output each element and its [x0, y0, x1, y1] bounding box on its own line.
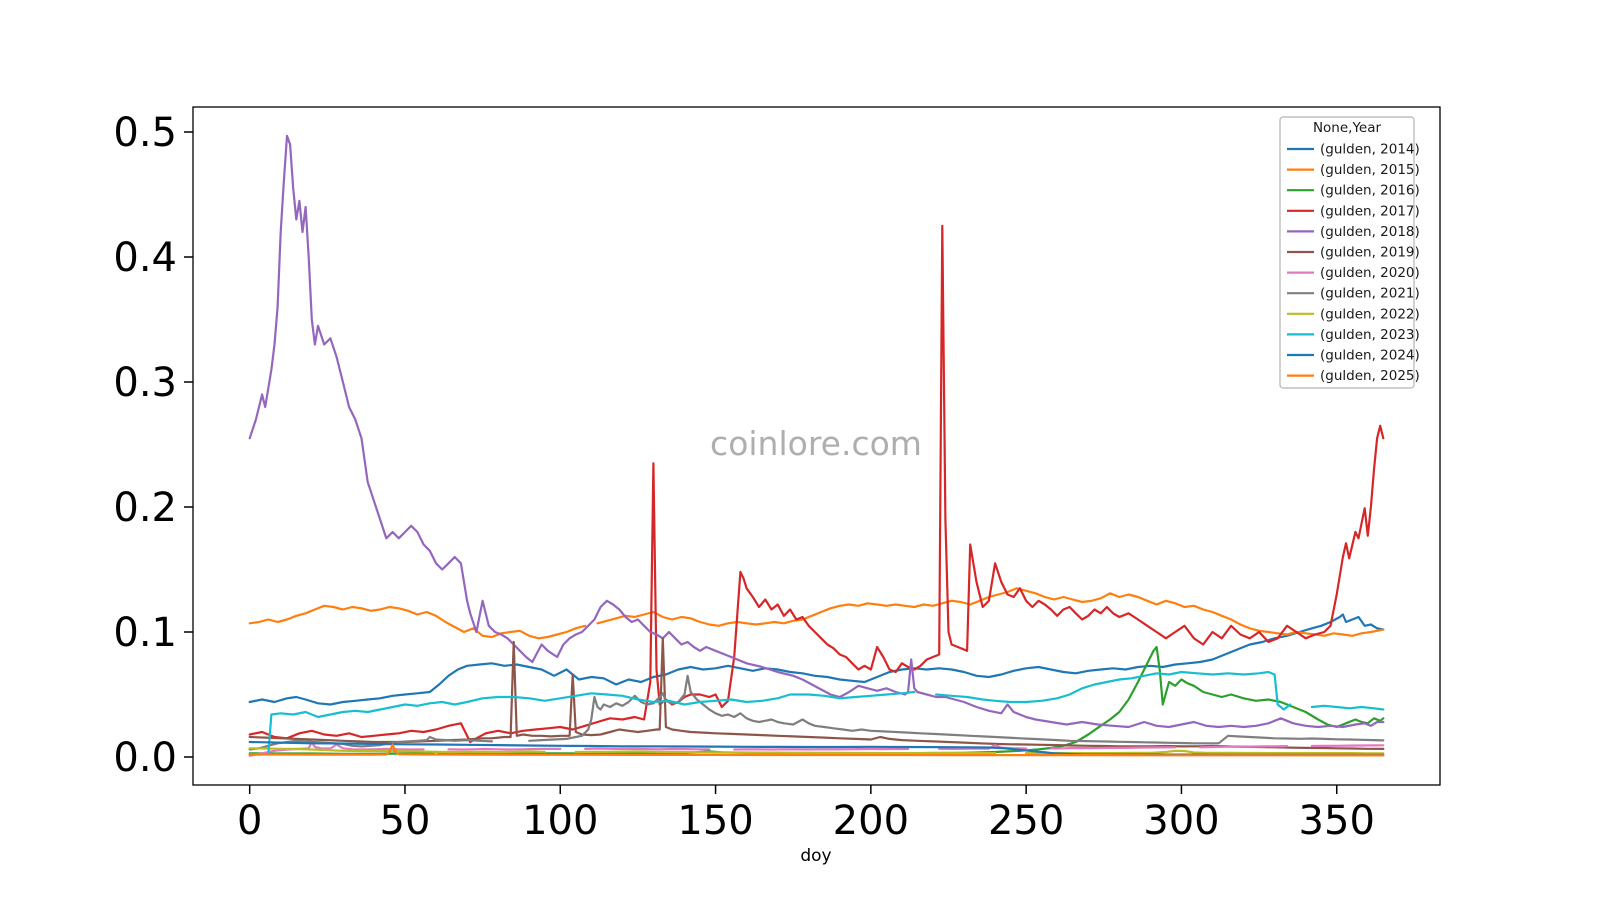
legend-box [1279, 116, 1415, 389]
legend-title: None,Year [1313, 120, 1382, 136]
y-tick-label: 0.5 [113, 110, 177, 156]
series-lines [248, 134, 1385, 757]
legend-label-2019: (gulden, 2019) [1320, 245, 1420, 261]
x-tick-label: 350 [1299, 798, 1375, 844]
legend-label-2022: (gulden, 2022) [1320, 306, 1420, 322]
series-line-2022 [248, 747, 1385, 755]
legend-label-2016: (gulden, 2016) [1320, 183, 1420, 199]
x-tick-label: 0 [237, 798, 262, 844]
x-tick-label: 150 [677, 798, 753, 844]
series-line-2015 [248, 587, 1385, 640]
y-tick-label: 0.0 [113, 735, 177, 781]
legend-label-2021: (gulden, 2021) [1320, 286, 1420, 302]
y-tick-label: 0.3 [113, 360, 177, 406]
x-tick-label: 200 [833, 798, 909, 844]
x-axis: 0 50 100 150 200 250 300 350 [237, 785, 1375, 844]
legend-label-2025: (gulden, 2025) [1320, 368, 1420, 384]
x-axis-label: doy [800, 846, 831, 866]
legend-label-2024: (gulden, 2024) [1320, 348, 1420, 364]
x-tick-label: 250 [988, 798, 1064, 844]
x-tick-label: 300 [1143, 798, 1219, 844]
series-line-2017 [248, 224, 1385, 744]
x-tick-label: 50 [380, 798, 431, 844]
y-tick-label: 0.4 [113, 235, 177, 281]
legend-label-2020: (gulden, 2020) [1320, 265, 1420, 281]
series-line-2019 [248, 637, 1385, 750]
legend: None,Year (gulden, 2014) (gulden, 2015) (gu… [1279, 116, 1420, 389]
plot-border [192, 106, 1441, 786]
watermark: coinlore.com [710, 424, 922, 463]
legend-label-2018: (gulden, 2018) [1320, 224, 1420, 240]
legend-label-2014: (gulden, 2014) [1320, 142, 1420, 158]
legend-label-2015: (gulden, 2015) [1320, 162, 1420, 178]
series-line-2014 [248, 613, 1385, 706]
series-line-2018 [248, 134, 1385, 729]
series-line-2023 [248, 670, 1385, 756]
y-tick-label: 0.2 [113, 485, 177, 531]
series-line-2025 [248, 743, 1385, 757]
y-tick-label: 0.1 [113, 610, 177, 656]
legend-label-2023: (gulden, 2023) [1320, 327, 1420, 343]
legend-label-2017: (gulden, 2017) [1320, 203, 1420, 219]
x-tick-label: 100 [522, 798, 598, 844]
y-axis: 0.0 0.1 0.2 0.3 0.4 0.5 [113, 110, 193, 781]
